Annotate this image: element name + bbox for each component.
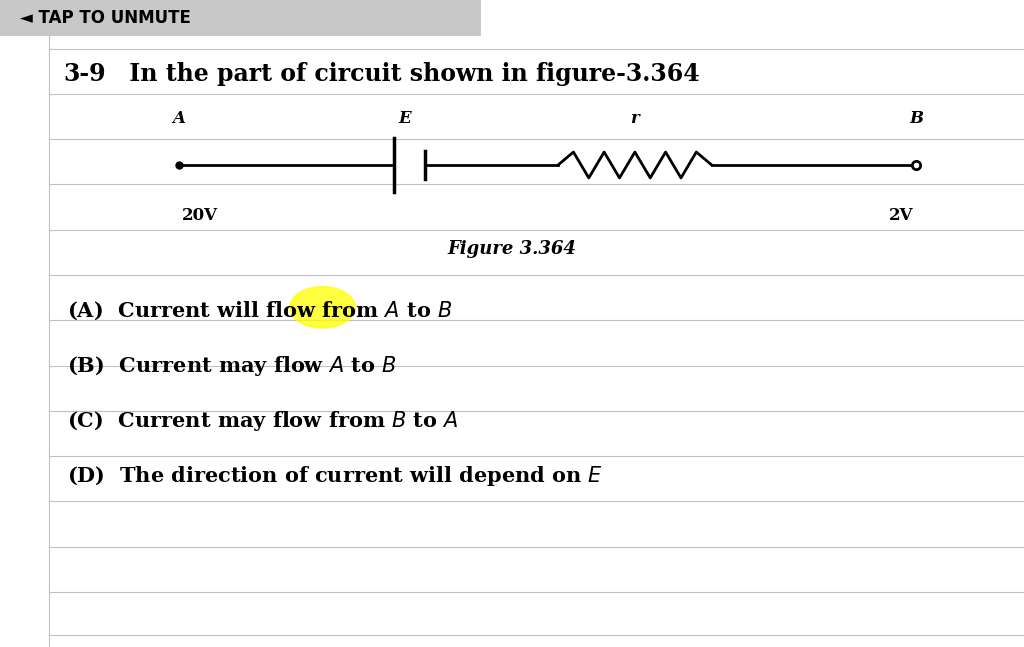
Text: (D)  The direction of current will depend on $E$: (D) The direction of current will depend… bbox=[67, 463, 602, 488]
Text: ◄ TAP TO UNMUTE: ◄ TAP TO UNMUTE bbox=[20, 9, 191, 27]
Text: 20V: 20V bbox=[181, 207, 218, 224]
Text: 3-9: 3-9 bbox=[63, 62, 106, 87]
Circle shape bbox=[290, 287, 355, 328]
Text: A: A bbox=[173, 111, 185, 127]
Text: 2V: 2V bbox=[889, 207, 913, 224]
Text: r: r bbox=[631, 111, 639, 127]
Text: Figure 3.364: Figure 3.364 bbox=[447, 240, 577, 258]
Text: (C)  Current may flow from $B$ to $A$: (C) Current may flow from $B$ to $A$ bbox=[67, 408, 458, 433]
Text: In the part of circuit shown in figure-3.364: In the part of circuit shown in figure-3… bbox=[121, 62, 699, 87]
FancyBboxPatch shape bbox=[0, 0, 481, 36]
Text: (A)  Current will flow from $A$ to $B$: (A) Current will flow from $A$ to $B$ bbox=[67, 300, 452, 322]
Text: E: E bbox=[398, 111, 411, 127]
Text: (B)  Current may flow $A$ to $B$: (B) Current may flow $A$ to $B$ bbox=[67, 353, 396, 378]
Text: B: B bbox=[909, 111, 924, 127]
